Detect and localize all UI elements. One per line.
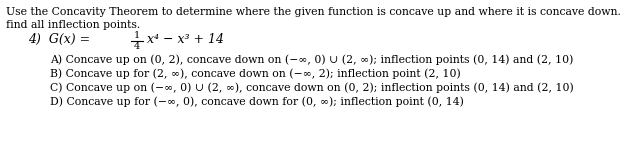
Text: x⁴ − x³ + 14: x⁴ − x³ + 14 <box>147 33 224 46</box>
Text: A) Concave up on (0, 2), concave down on (−∞, 0) ∪ (2, ∞); inflection points (0,: A) Concave up on (0, 2), concave down on… <box>50 54 573 64</box>
Text: B) Concave up for (2, ∞), concave down on (−∞, 2); inflection point (2, 10): B) Concave up for (2, ∞), concave down o… <box>50 68 461 79</box>
Text: 4)  G(x) =: 4) G(x) = <box>28 33 90 46</box>
Text: C) Concave up on (−∞, 0) ∪ (2, ∞), concave down on (0, 2); inflection points (0,: C) Concave up on (−∞, 0) ∪ (2, ∞), conca… <box>50 82 573 93</box>
Text: 4: 4 <box>134 42 140 51</box>
Text: Use the Concavity Theorem to determine where the given function is concave up an: Use the Concavity Theorem to determine w… <box>6 7 624 17</box>
Text: 1: 1 <box>134 31 140 40</box>
Text: D) Concave up for (−∞, 0), concave down for (0, ∞); inflection point (0, 14): D) Concave up for (−∞, 0), concave down … <box>50 96 464 107</box>
Text: find all inflection points.: find all inflection points. <box>6 20 140 30</box>
